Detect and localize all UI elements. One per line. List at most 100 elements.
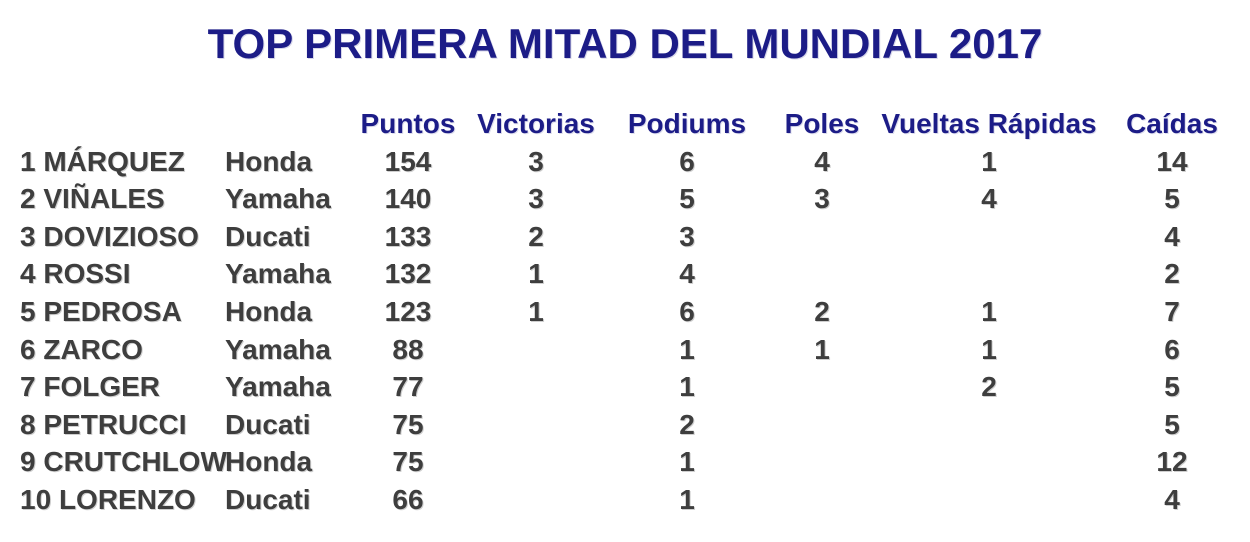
table-row: 5 PEDROSA Honda 123 1 6 2 1 7 — [20, 293, 1247, 331]
poles-value — [763, 406, 881, 444]
victorias-value: 3 — [528, 183, 544, 215]
team-name: Ducati — [225, 408, 311, 440]
rider-name: ZARCO — [43, 333, 143, 365]
rank: 8 — [20, 408, 36, 440]
rank: 10 — [20, 483, 52, 515]
caidas-value: 4 — [1164, 220, 1180, 252]
poles-value — [763, 443, 881, 481]
caidas-value: 4 — [1164, 483, 1180, 515]
puntos-value: 75 — [392, 408, 424, 440]
vueltas-rapidas-value — [881, 406, 1097, 444]
standings-slide: TOP PRIMERA MITAD DEL MUNDIAL 2017 Punto… — [0, 20, 1250, 542]
poles-value — [763, 481, 881, 519]
vueltas-rapidas-value — [881, 443, 1097, 481]
poles-value: 4 — [814, 145, 830, 177]
table-row: 1 MÁRQUEZ Honda 154 3 6 4 1 14 — [20, 143, 1247, 181]
victorias-value: 1 — [528, 295, 544, 327]
rider-name: PETRUCCI — [43, 408, 187, 440]
rank: 1 — [20, 145, 36, 177]
table-body: 1 MÁRQUEZ Honda 154 3 6 4 1 14 2 VIÑALES… — [20, 143, 1247, 519]
victorias-value: 2 — [528, 220, 544, 252]
puntos-value: 88 — [392, 333, 424, 365]
team-name: Yamaha — [225, 183, 331, 215]
column-header-rider — [20, 105, 225, 143]
puntos-value: 132 — [384, 258, 432, 290]
victorias-value — [461, 368, 611, 406]
podiums-value: 1 — [679, 446, 695, 478]
caidas-value: 6 — [1164, 333, 1180, 365]
podiums-value: 1 — [679, 483, 695, 515]
caidas-value: 5 — [1164, 408, 1180, 440]
table-row: 7 FOLGER Yamaha 77 1 2 5 — [20, 368, 1247, 406]
poles-value — [763, 218, 881, 256]
victorias-value: 1 — [528, 258, 544, 290]
table-row: 10 LORENZO Ducati 66 1 4 — [20, 481, 1247, 519]
podiums-value: 4 — [679, 258, 695, 290]
victorias-value — [461, 481, 611, 519]
rider-name: PEDROSA — [43, 295, 182, 327]
poles-value — [763, 255, 881, 293]
puntos-value: 77 — [392, 371, 424, 403]
vueltas-rapidas-value: 4 — [981, 183, 997, 215]
rider-name: VIÑALES — [43, 183, 165, 215]
vueltas-rapidas-value: 1 — [981, 295, 997, 327]
rider-name: MÁRQUEZ — [43, 145, 185, 177]
poles-value: 1 — [814, 333, 830, 365]
podiums-value: 6 — [679, 145, 695, 177]
vueltas-rapidas-value — [881, 481, 1097, 519]
caidas-value: 2 — [1164, 258, 1180, 290]
poles-value: 3 — [814, 183, 830, 215]
puntos-value: 133 — [384, 220, 432, 252]
rank: 6 — [20, 333, 36, 365]
victorias-value: 3 — [528, 145, 544, 177]
puntos-value: 66 — [392, 483, 424, 515]
rank: 5 — [20, 295, 36, 327]
podiums-value: 5 — [679, 183, 695, 215]
team-name: Yamaha — [225, 333, 331, 365]
table-row: 4 ROSSI Yamaha 132 1 4 2 — [20, 255, 1247, 293]
rider-name: LORENZO — [58, 483, 196, 515]
caidas-value: 5 — [1164, 371, 1180, 403]
page-title: TOP PRIMERA MITAD DEL MUNDIAL 2017 — [207, 20, 1043, 67]
team-name: Honda — [225, 145, 313, 177]
rider-name: ROSSI — [43, 258, 131, 290]
puntos-value: 154 — [384, 145, 432, 177]
victorias-value — [461, 331, 611, 369]
rider-name: CRUTCHLOW — [43, 446, 227, 478]
vueltas-rapidas-value — [881, 218, 1097, 256]
column-header-podiums: Podiums — [627, 108, 747, 139]
vueltas-rapidas-value: 1 — [981, 333, 997, 365]
poles-value: 2 — [814, 295, 830, 327]
team-name: Ducati — [225, 483, 311, 515]
team-name: Honda — [225, 295, 313, 327]
puntos-value: 123 — [384, 295, 432, 327]
team-name: Yamaha — [225, 371, 331, 403]
podiums-value: 1 — [679, 333, 695, 365]
rank: 2 — [20, 183, 36, 215]
rank: 7 — [20, 371, 36, 403]
rider-name: DOVIZIOSO — [43, 220, 199, 252]
rank: 9 — [20, 446, 36, 478]
caidas-value: 14 — [1156, 145, 1188, 177]
table-row: 6 ZARCO Yamaha 88 1 1 1 6 — [20, 331, 1247, 369]
column-header-caidas: Caídas — [1126, 108, 1218, 139]
team-name: Ducati — [225, 220, 311, 252]
table-row: 3 DOVIZIOSO Ducati 133 2 3 4 — [20, 218, 1247, 256]
podiums-value: 2 — [679, 408, 695, 440]
puntos-value: 75 — [392, 446, 424, 478]
standings-table: Puntos Victorias Podiums Poles Vueltas R… — [20, 105, 1247, 519]
victorias-value — [461, 443, 611, 481]
poles-value — [763, 368, 881, 406]
caidas-value: 12 — [1156, 446, 1188, 478]
team-name: Yamaha — [225, 258, 331, 290]
column-header-vueltas-rapidas: Vueltas Rápidas — [881, 108, 1097, 139]
rider-name: FOLGER — [43, 371, 161, 403]
podiums-value: 3 — [679, 220, 695, 252]
table-header-row: Puntos Victorias Podiums Poles Vueltas R… — [20, 105, 1247, 143]
table-row: 2 VIÑALES Yamaha 140 3 5 3 4 5 — [20, 180, 1247, 218]
rank: 4 — [20, 258, 36, 290]
victorias-value — [461, 406, 611, 444]
vueltas-rapidas-value: 1 — [981, 145, 997, 177]
podiums-value: 6 — [679, 295, 695, 327]
team-name: Honda — [225, 446, 313, 478]
